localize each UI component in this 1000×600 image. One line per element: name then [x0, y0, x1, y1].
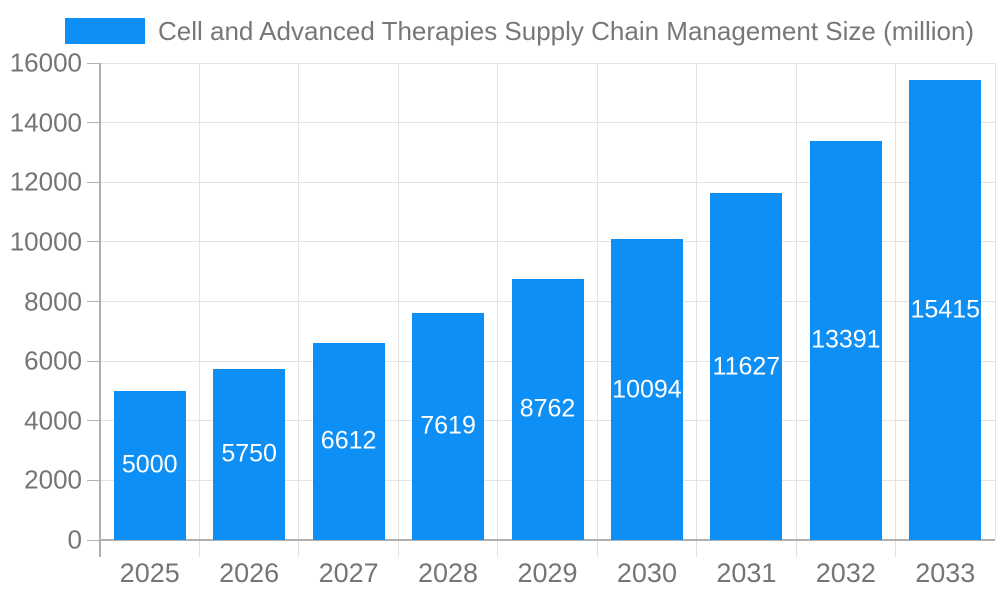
y-tick — [87, 479, 100, 481]
y-tick — [87, 301, 100, 302]
bar-value-label: 15415 — [910, 295, 981, 324]
v-gridline — [994, 63, 996, 540]
y-tick — [87, 360, 100, 362]
chart-legend[interactable]: Cell and Advanced Therapies Supply Chain… — [65, 15, 975, 46]
y-tick-label: 6000 — [24, 345, 82, 376]
y-tick-label: 14000 — [9, 107, 82, 138]
bar[interactable] — [213, 368, 286, 540]
x-tick-label: 2033 — [915, 558, 976, 588]
bar[interactable] — [710, 193, 783, 540]
y-tick-label: 16000 — [9, 47, 82, 78]
bar[interactable] — [312, 342, 385, 540]
x-tick-label: 2031 — [716, 558, 777, 588]
y-tick — [87, 420, 100, 422]
x-tick-label: 2028 — [418, 558, 479, 588]
h-gridline — [100, 241, 995, 243]
bar-value-label: 6612 — [320, 426, 377, 455]
y-tick-label: 0 — [67, 524, 82, 555]
x-tick — [298, 540, 300, 557]
y-tick — [87, 181, 100, 183]
y-tick-label: 4000 — [24, 405, 82, 436]
legend-label[interactable]: Cell and Advanced Therapies Supply Chain… — [158, 15, 975, 46]
x-axis-line — [100, 539, 995, 541]
bar-value-label: 5750 — [221, 439, 277, 468]
y-tick — [87, 241, 100, 243]
x-tick — [696, 540, 698, 557]
x-tick — [497, 540, 499, 557]
v-gridline — [298, 63, 300, 540]
x-tick-label: 2026 — [219, 558, 280, 588]
v-gridline — [895, 63, 897, 540]
x-tick-label: 2027 — [318, 558, 379, 588]
x-tick-label: 2030 — [616, 558, 677, 588]
y-tick — [87, 539, 100, 541]
bar[interactable] — [809, 140, 882, 540]
x-tick — [795, 540, 797, 557]
bar-value-label: 10094 — [612, 375, 682, 404]
y-tick-label: 12000 — [9, 166, 82, 197]
bar[interactable] — [909, 80, 982, 540]
v-gridline — [795, 63, 797, 540]
x-tick — [198, 540, 200, 557]
h-gridline — [100, 181, 995, 183]
legend-swatch[interactable] — [65, 18, 145, 44]
v-gridline — [497, 63, 499, 540]
x-tick — [596, 540, 598, 557]
x-tick — [397, 540, 399, 557]
y-tick-label: 2000 — [24, 464, 82, 495]
v-gridline — [397, 63, 399, 540]
bar[interactable] — [511, 278, 584, 540]
bar-value-label: 7619 — [420, 411, 476, 440]
bar[interactable] — [412, 312, 485, 540]
y-tick-label: 10000 — [9, 226, 82, 257]
bar[interactable] — [113, 390, 186, 540]
bar-value-label: 13391 — [811, 325, 881, 354]
y-tick-label: 8000 — [24, 286, 82, 316]
x-tick-label: 2025 — [119, 558, 180, 588]
v-gridline — [696, 63, 698, 540]
v-gridline — [596, 63, 598, 540]
y-tick — [87, 62, 100, 64]
y-tick — [87, 122, 100, 124]
bar-value-label: 8762 — [519, 394, 576, 423]
x-tick-label: 2029 — [517, 558, 578, 588]
bar-value-label: 5000 — [121, 450, 178, 479]
h-gridline — [100, 122, 995, 124]
x-tick — [895, 540, 897, 557]
x-tick-label: 2032 — [815, 558, 876, 588]
bar-value-label: 11627 — [712, 352, 781, 381]
h-gridline — [100, 62, 995, 64]
v-gridline — [198, 63, 200, 540]
bar[interactable] — [610, 239, 683, 540]
y-axis-line — [99, 63, 101, 557]
